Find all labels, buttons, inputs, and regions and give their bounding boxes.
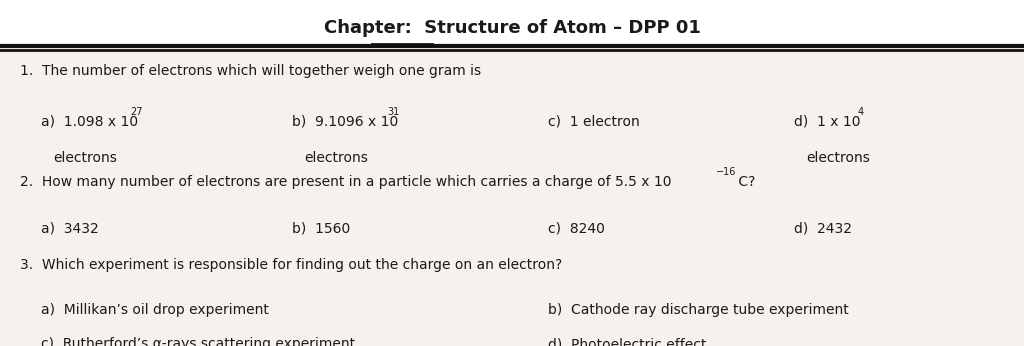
Text: electrons: electrons [304,151,368,164]
Text: C?: C? [734,175,756,189]
Text: d)  1 x 10: d) 1 x 10 [794,114,860,128]
Text: 3.  Which experiment is responsible for finding out the charge on an electron?: 3. Which experiment is responsible for f… [20,258,563,272]
Text: d)  2432: d) 2432 [794,221,852,235]
Text: c)  1 electron: c) 1 electron [548,114,640,128]
Text: c)  Rutherford’s α-rays scattering experiment: c) Rutherford’s α-rays scattering experi… [41,337,355,346]
Text: electrons: electrons [806,151,869,164]
Text: −16: −16 [716,167,736,177]
Text: b)  Cathode ray discharge tube experiment: b) Cathode ray discharge tube experiment [548,303,849,317]
Text: c)  8240: c) 8240 [548,221,605,235]
Text: b)  1560: b) 1560 [292,221,350,235]
Text: 4: 4 [857,107,863,117]
Text: b)  9.1096 x 10: b) 9.1096 x 10 [292,114,398,128]
Text: a)  3432: a) 3432 [41,221,98,235]
Bar [0,0,1024,47]
Text: Chapter:  Structure of Atom – DPP 01: Chapter: Structure of Atom – DPP 01 [324,19,700,37]
Text: 31: 31 [387,107,399,117]
Text: a)  Millikan’s oil drop experiment: a) Millikan’s oil drop experiment [41,303,269,317]
Text: 27: 27 [130,107,142,117]
Text: 1.  The number of electrons which will together weigh one gram is: 1. The number of electrons which will to… [20,64,481,78]
Text: d)  Photoelectric effect: d) Photoelectric effect [548,337,707,346]
Text: 2.  How many number of electrons are present in a particle which carries a charg: 2. How many number of electrons are pres… [20,175,672,189]
Text: electrons: electrons [53,151,117,164]
Text: a)  1.098 x 10: a) 1.098 x 10 [41,114,138,128]
